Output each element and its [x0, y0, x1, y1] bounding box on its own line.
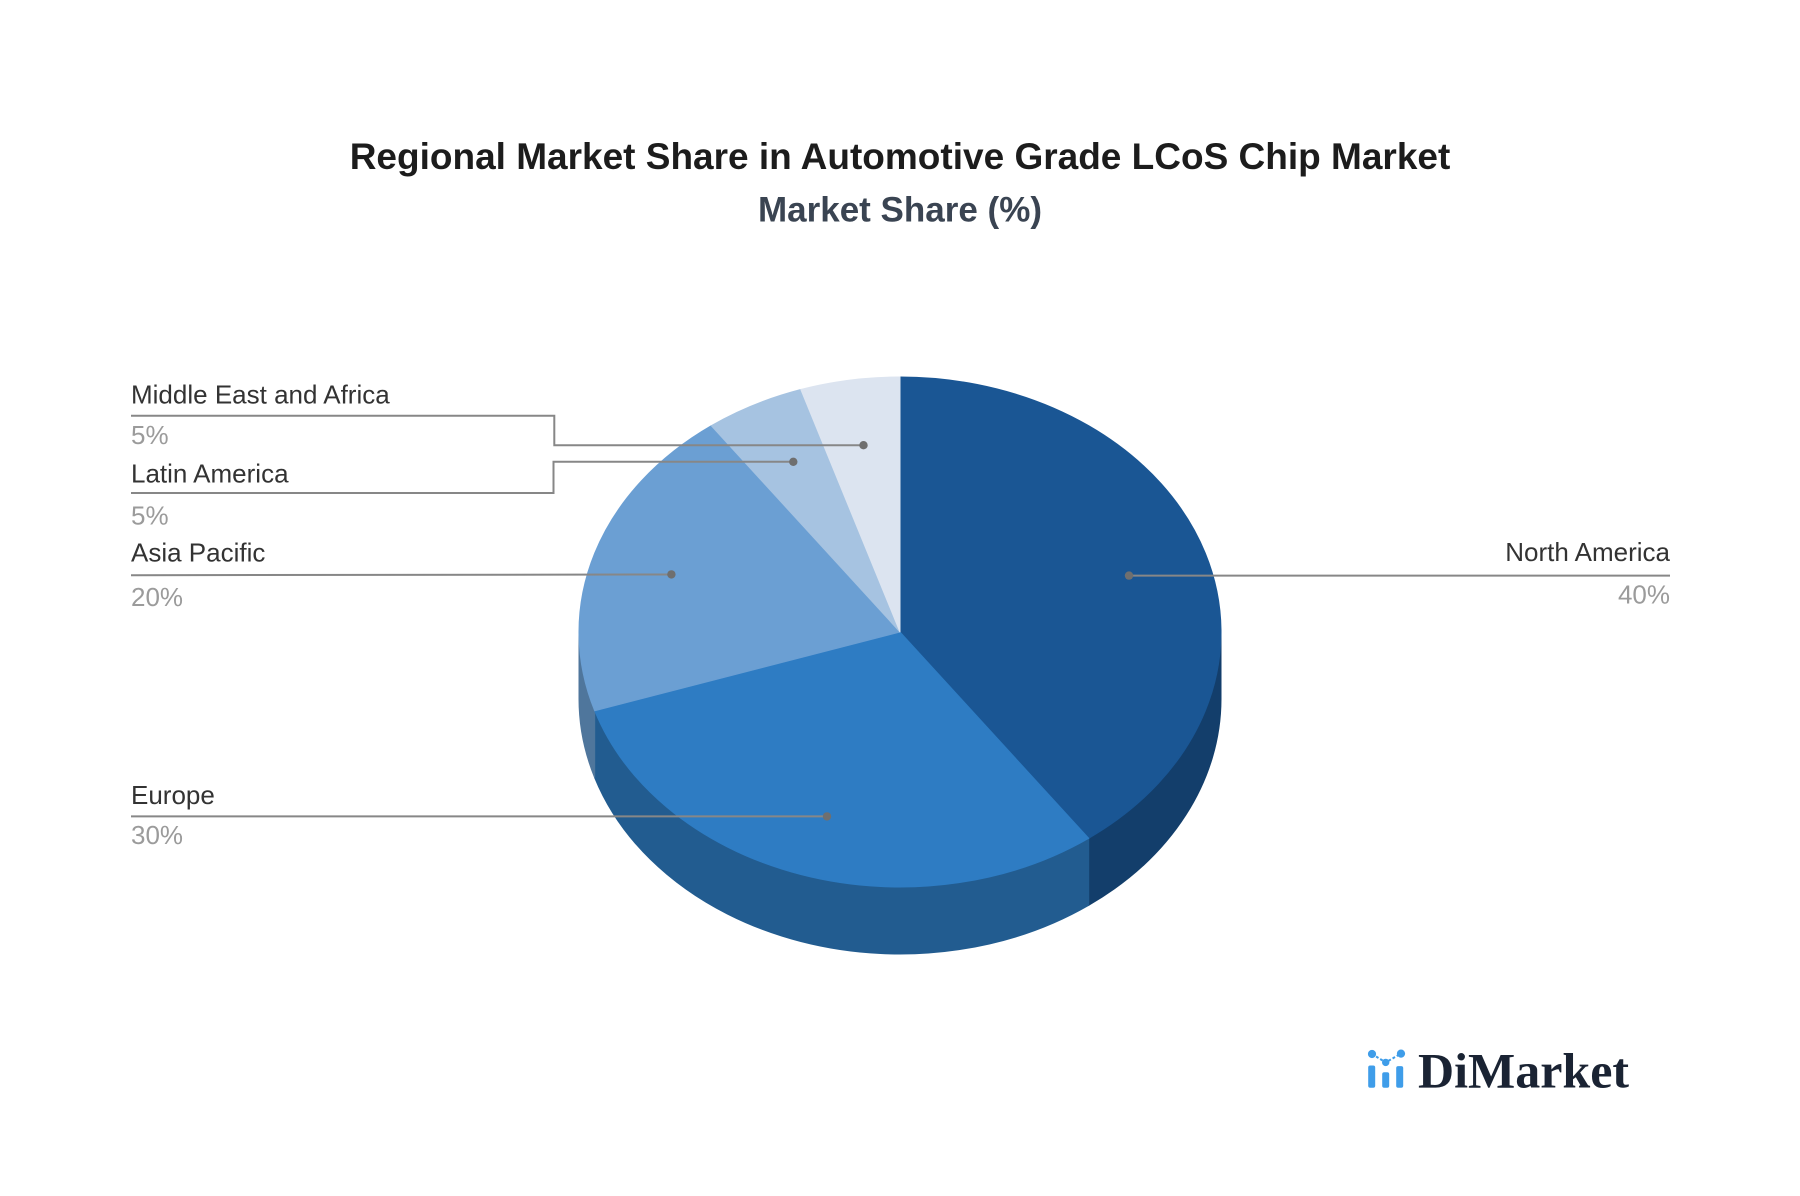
svg-text:Latin America: Latin America	[131, 458, 289, 488]
svg-text:Regional Market Share in Autom: Regional Market Share in Automotive Grad…	[350, 136, 1451, 177]
svg-text:30%: 30%	[131, 820, 183, 850]
svg-text:Europe: Europe	[131, 780, 215, 810]
svg-text:20%: 20%	[131, 582, 183, 612]
svg-text:5%: 5%	[131, 501, 169, 531]
svg-text:40%: 40%	[1618, 580, 1670, 610]
svg-text:DiMarket: DiMarket	[1418, 1043, 1629, 1099]
svg-text:5%: 5%	[131, 420, 169, 450]
svg-text:Asia Pacific: Asia Pacific	[131, 538, 265, 568]
svg-text:North America: North America	[1505, 537, 1670, 567]
svg-text:Middle East and Africa: Middle East and Africa	[131, 379, 390, 409]
svg-text:Market Share (%): Market Share (%)	[758, 191, 1042, 230]
